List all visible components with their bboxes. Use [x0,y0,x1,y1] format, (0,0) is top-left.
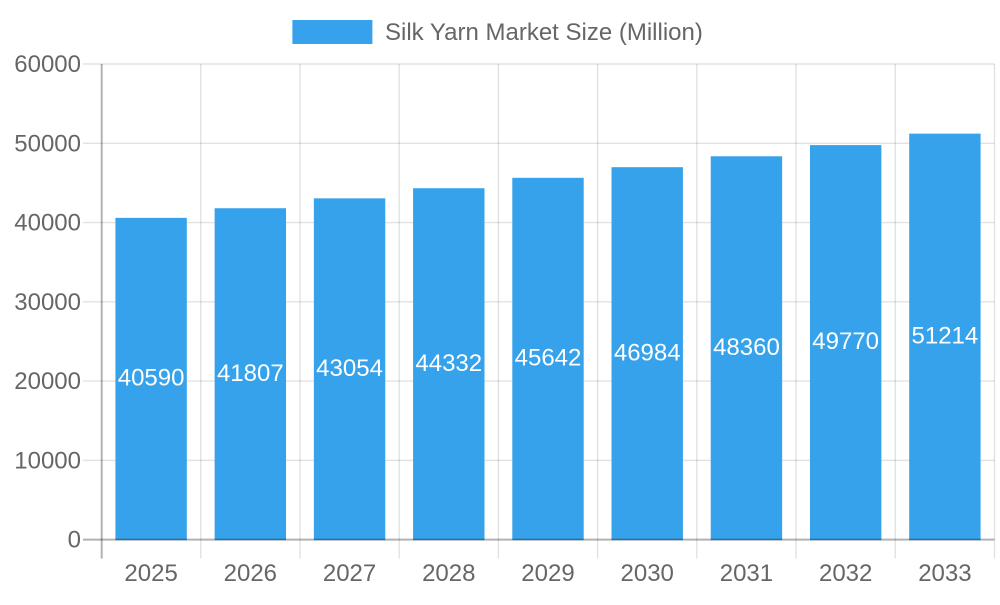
svg-text:Silk Yarn Market Size (Million: Silk Yarn Market Size (Million) [385,19,703,46]
svg-text:2030: 2030 [621,560,674,587]
svg-text:50000: 50000 [14,130,81,157]
svg-text:2033: 2033 [918,560,971,587]
svg-text:44332: 44332 [415,350,482,377]
svg-text:30000: 30000 [14,289,81,316]
svg-text:46984: 46984 [614,339,681,366]
svg-text:2028: 2028 [422,560,475,587]
svg-text:2032: 2032 [819,560,872,587]
svg-text:40590: 40590 [118,365,185,392]
svg-text:2027: 2027 [323,560,376,587]
svg-text:10000: 10000 [14,447,81,474]
svg-text:0: 0 [68,527,81,554]
svg-text:2026: 2026 [224,560,277,587]
svg-text:41807: 41807 [217,360,284,387]
svg-text:48360: 48360 [713,334,780,361]
svg-text:49770: 49770 [812,328,879,355]
svg-text:51214: 51214 [912,323,979,350]
svg-text:40000: 40000 [14,210,81,237]
svg-text:45642: 45642 [515,345,582,372]
svg-text:2031: 2031 [720,560,773,587]
svg-text:60000: 60000 [14,51,81,78]
svg-text:2025: 2025 [124,560,177,587]
svg-text:20000: 20000 [14,368,81,395]
svg-text:43054: 43054 [316,355,383,382]
svg-text:2029: 2029 [521,560,574,587]
